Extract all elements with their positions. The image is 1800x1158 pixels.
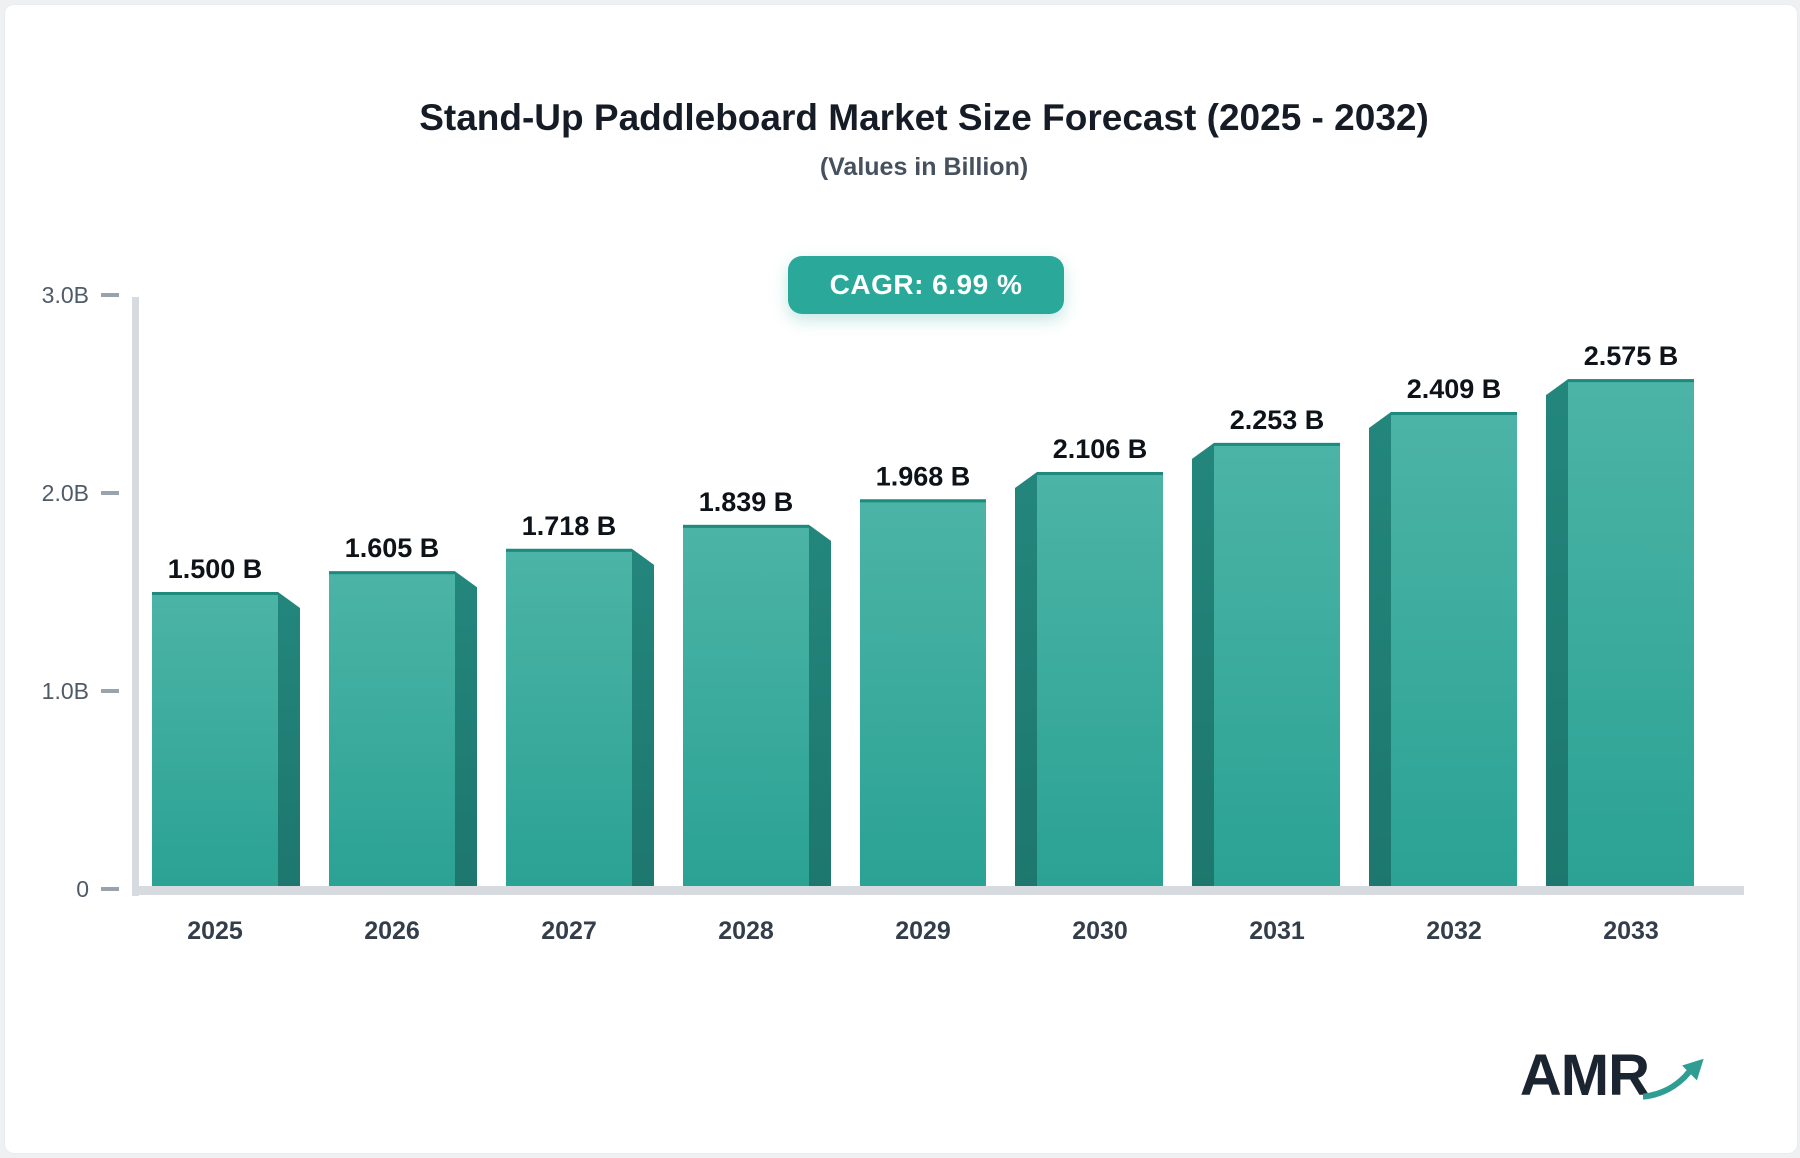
bar — [152, 592, 278, 889]
y-axis-tick-label: 1.0B — [42, 678, 89, 704]
bar-3d-side — [1546, 379, 1568, 889]
cagr-badge: CAGR: 6.99 % — [788, 256, 1064, 314]
y-axis-tick — [101, 689, 119, 693]
bar — [1214, 442, 1340, 889]
bar-top-edge — [860, 499, 986, 503]
y-axis-tick — [101, 293, 119, 297]
bar-3d-side — [1369, 412, 1391, 889]
bar — [1391, 412, 1517, 889]
bar-value-label: 2.106 B — [1053, 434, 1148, 464]
chart-header: Stand-Up Paddleboard Market Size Forecas… — [5, 5, 1797, 182]
y-axis-line — [132, 297, 139, 896]
bar-value-label: 2.575 B — [1584, 341, 1679, 371]
x-axis-line — [132, 886, 1744, 895]
x-axis-label: 2033 — [1603, 917, 1659, 945]
bar-3d-side — [1192, 442, 1214, 889]
bar-value-label: 2.253 B — [1230, 405, 1325, 435]
logo-growth-arrow-icon — [1643, 1058, 1704, 1100]
bar-top-edge — [683, 524, 809, 528]
bar-value-label: 1.718 B — [522, 511, 617, 541]
bar-3d-side — [632, 548, 654, 889]
x-axis-label: 2027 — [541, 917, 597, 945]
y-axis-tick — [101, 491, 119, 495]
y-axis-tick — [101, 887, 119, 891]
bar-value-label: 1.500 B — [168, 554, 263, 584]
bar-top-edge — [1568, 379, 1694, 383]
x-axis-label: 2029 — [895, 917, 951, 945]
x-axis-label: 2032 — [1426, 917, 1482, 945]
bar-value-label: 2.409 B — [1407, 374, 1502, 404]
amr-logo-text: AMR — [1519, 1043, 1650, 1108]
cagr-badge-label: CAGR: 6.99 % — [829, 269, 1023, 300]
bar-top-edge — [1391, 412, 1517, 416]
bar — [506, 548, 632, 889]
bar — [329, 571, 455, 889]
x-axis-label: 2030 — [1072, 917, 1128, 945]
bar-top-edge — [1214, 442, 1340, 446]
bar-3d-side — [1015, 472, 1037, 889]
x-axis-label: 2031 — [1249, 917, 1305, 945]
chart-card: Stand-Up Paddleboard Market Size Forecas… — [4, 4, 1798, 1154]
bar-3d-side — [278, 592, 300, 889]
y-axis-tick-label: 3.0B — [42, 282, 89, 308]
chart-subtitle: (Values in Billion) — [819, 153, 1029, 181]
x-axis-label: 2028 — [718, 917, 774, 945]
bar-top-edge — [152, 592, 278, 595]
bar-top-edge — [329, 571, 455, 575]
bar-value-label: 1.968 B — [876, 461, 971, 491]
bar-value-label: 1.605 B — [345, 533, 440, 563]
x-axis-label: 2025 — [187, 917, 243, 945]
bar-3d-side — [809, 524, 831, 889]
bar-top-edge — [506, 548, 632, 552]
bar-value-label: 1.839 B — [699, 487, 794, 517]
bar — [1568, 379, 1694, 889]
y-axis-tick-label: 0 — [76, 876, 89, 902]
chart-title: Stand-Up Paddleboard Market Size Forecas… — [419, 97, 1429, 138]
x-axis-label: 2026 — [364, 917, 420, 945]
bar — [683, 524, 809, 889]
bar — [1037, 472, 1163, 889]
bar-top-edge — [1037, 472, 1163, 476]
amr-logo: AMR — [1520, 1047, 1705, 1105]
bar — [860, 499, 986, 889]
bar-3d-side — [455, 571, 477, 889]
y-axis-tick-label: 2.0B — [42, 480, 89, 506]
